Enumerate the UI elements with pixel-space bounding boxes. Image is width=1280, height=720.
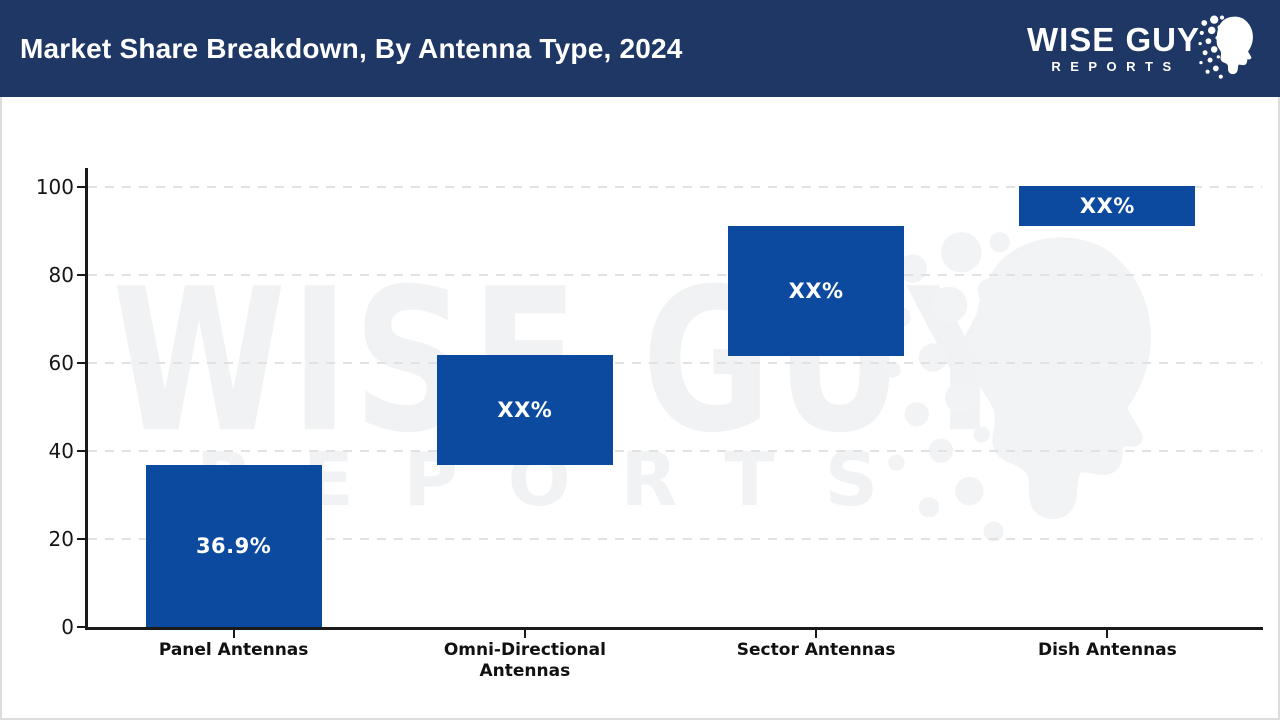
y-tick-mark (77, 362, 85, 364)
bar: XX% (1019, 186, 1196, 227)
y-tick-mark (77, 538, 85, 540)
gridline (88, 186, 1262, 188)
bar-value-label: XX% (497, 397, 553, 422)
bar-value-label: XX% (1079, 194, 1135, 219)
bar-value-label: 36.9% (195, 533, 272, 558)
logo-wordmark: WISE GUY (1026, 21, 1200, 58)
gridline (88, 538, 1262, 540)
x-axis-line (85, 627, 1263, 630)
y-tick-mark (77, 274, 85, 276)
gridline (88, 450, 1262, 452)
x-tick-mark (815, 630, 818, 638)
bar: XX% (728, 225, 905, 356)
y-tick-label: 0 (61, 615, 74, 639)
x-tick-mark (523, 630, 526, 638)
x-category-label: Panel Antennas (158, 640, 309, 660)
bar: XX% (436, 355, 613, 465)
logo-head-icon (1196, 13, 1258, 85)
y-tick-mark (77, 450, 85, 452)
bar: 36.9% (145, 464, 322, 627)
bar-value-label: XX% (788, 278, 844, 303)
header-bar: Market Share Breakdown, By Antenna Type,… (0, 0, 1280, 97)
x-category-label: Dish Antennas (1037, 640, 1177, 660)
y-tick-label: 60 (48, 351, 74, 375)
wise-guy-logo: WISE GUY REPORTS (1027, 13, 1258, 85)
y-tick-label: 40 (48, 439, 74, 463)
y-tick-mark (77, 626, 85, 628)
gridline (88, 362, 1262, 364)
gridline (88, 274, 1262, 276)
x-category-label: Sector Antennas (736, 640, 896, 660)
logo-text: WISE GUY REPORTS (1026, 21, 1200, 75)
y-tick-label: 20 (48, 527, 74, 551)
logo-reports-label: REPORTS (1051, 59, 1181, 74)
y-axis-line (85, 168, 88, 630)
y-tick-label: 80 (48, 263, 74, 287)
y-tick-label: 100 (35, 175, 74, 199)
x-category-label: Omni-Directional Antennas (443, 640, 606, 681)
y-tick-mark (77, 186, 85, 188)
x-tick-mark (1106, 630, 1109, 638)
x-tick-mark (232, 630, 235, 638)
page-title: Market Share Breakdown, By Antenna Type,… (20, 32, 683, 64)
